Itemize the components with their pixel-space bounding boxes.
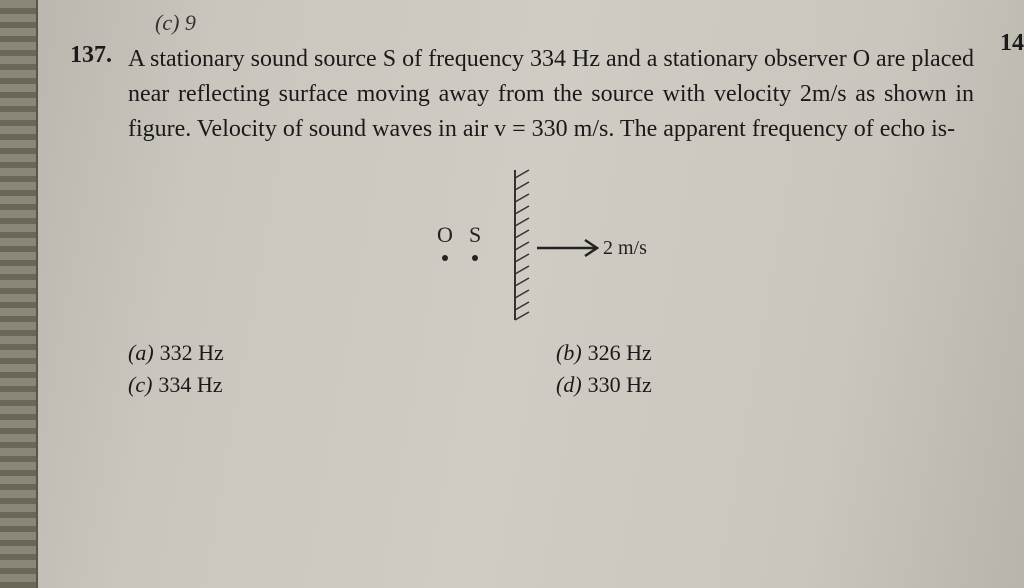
option-a: (a) 332 Hz xyxy=(128,340,556,366)
velocity-label: 2 m/s xyxy=(603,237,647,259)
page: (c) 9 14 137. A stationary sound source … xyxy=(0,0,1024,588)
question-text: A stationary sound source S of frequency… xyxy=(128,42,984,146)
option-b-text: 326 Hz xyxy=(588,340,652,366)
option-b-label: (b) xyxy=(556,340,582,366)
option-b: (b) 326 Hz xyxy=(556,340,984,366)
book-binding-edge xyxy=(0,0,38,588)
options-grid: (a) 332 Hz (b) 326 Hz (c) 334 Hz (d) 330… xyxy=(128,340,984,398)
source-label: S xyxy=(469,222,481,247)
page-side-number: 14 xyxy=(1000,30,1024,57)
option-d: (d) 330 Hz xyxy=(556,372,984,398)
option-c-label: (c) xyxy=(128,372,152,398)
observer-label: O xyxy=(437,222,453,247)
option-a-text: 332 Hz xyxy=(160,340,224,366)
problem-figure: 2 m/s O S xyxy=(397,160,657,330)
figure-svg: 2 m/s O S xyxy=(397,160,657,330)
option-c: (c) 334 Hz xyxy=(128,372,556,398)
question-block: 137. A stationary sound source S of freq… xyxy=(70,42,984,146)
source-dot xyxy=(472,255,478,261)
option-c-text: 334 Hz xyxy=(158,372,222,398)
option-d-label: (d) xyxy=(556,372,582,398)
wall-hatching xyxy=(515,170,529,320)
observer-dot xyxy=(442,255,448,261)
option-d-text: 330 Hz xyxy=(588,372,652,398)
previous-option-c: (c) 9 xyxy=(155,10,984,36)
question-number: 137. xyxy=(70,42,128,69)
option-a-label: (a) xyxy=(128,340,154,366)
